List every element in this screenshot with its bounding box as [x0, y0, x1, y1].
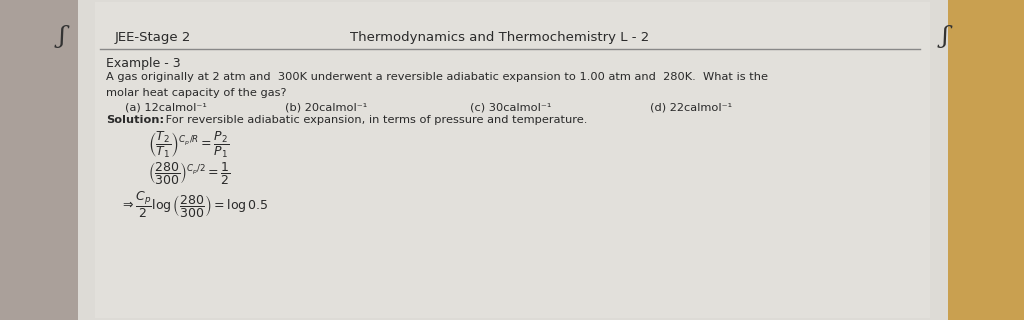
Text: $\left(\dfrac{T_2}{T_1}\right)^{C_p/R} = \dfrac{P_2}{P_1}$: $\left(\dfrac{T_2}{T_1}\right)^{C_p/R} =…	[148, 130, 229, 160]
Text: For reversible adiabatic expansion, in terms of pressure and temperature.: For reversible adiabatic expansion, in t…	[162, 115, 588, 125]
Text: $\Rightarrow \dfrac{C_p}{2}\log\left(\dfrac{280}{300}\right) = \log 0.5$: $\Rightarrow \dfrac{C_p}{2}\log\left(\df…	[120, 190, 268, 220]
Text: (d) 22calmol⁻¹: (d) 22calmol⁻¹	[650, 102, 732, 112]
Text: molar heat capacity of the gas?: molar heat capacity of the gas?	[106, 88, 287, 98]
Text: JEE-Stage 2: JEE-Stage 2	[115, 31, 191, 44]
Polygon shape	[0, 0, 95, 320]
Text: $\left(\dfrac{280}{300}\right)^{C_p/2} = \dfrac{1}{2}$: $\left(\dfrac{280}{300}\right)^{C_p/2} =…	[148, 160, 230, 186]
Text: Example - 3: Example - 3	[106, 57, 180, 70]
Text: ʃ: ʃ	[942, 25, 948, 48]
Text: A gas originally at 2 atm and  300K underwent a reversible adiabatic expansion t: A gas originally at 2 atm and 300K under…	[106, 72, 768, 82]
Text: (b) 20calmol⁻¹: (b) 20calmol⁻¹	[285, 102, 368, 112]
FancyBboxPatch shape	[95, 2, 930, 318]
Text: Solution:: Solution:	[106, 115, 164, 125]
Text: (a) 12calmol⁻¹: (a) 12calmol⁻¹	[125, 102, 207, 112]
Text: ʃ: ʃ	[58, 25, 66, 48]
Text: (c) 30calmol⁻¹: (c) 30calmol⁻¹	[470, 102, 551, 112]
FancyBboxPatch shape	[78, 0, 948, 320]
Polygon shape	[750, 0, 1024, 320]
Text: Thermodynamics and Thermochemistry L - 2: Thermodynamics and Thermochemistry L - 2	[350, 31, 649, 44]
